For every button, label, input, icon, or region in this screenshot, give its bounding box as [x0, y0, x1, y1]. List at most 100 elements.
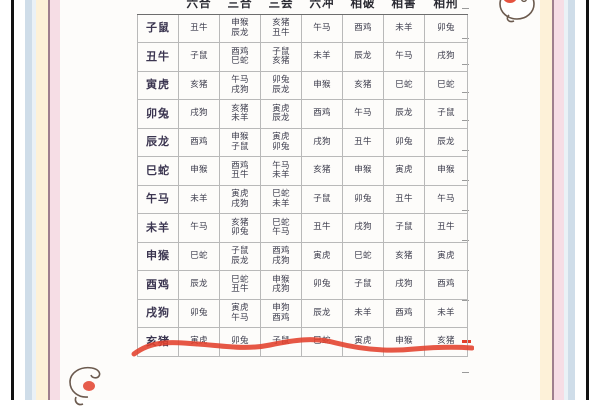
cell-value: 未羊: [231, 113, 249, 124]
cell-liuhe-9: 辰龙: [178, 270, 220, 300]
column-header-xiangpo: 相破: [342, 0, 384, 15]
cell-value: 寅虎: [272, 103, 290, 114]
column-header-xianghai: 相害: [383, 0, 425, 15]
cell-liuhe-11: 寅虎: [178, 327, 220, 357]
cell-liuchong-5: 亥猪: [301, 156, 343, 186]
cell-value: 寅虎: [272, 132, 290, 143]
cell-value: 戌狗: [231, 198, 249, 209]
cell-value: 卯兔: [272, 75, 290, 86]
row-header-9: 酉鸡: [137, 270, 179, 300]
cell-value: 辰龙: [395, 108, 413, 119]
cell-xianghai-1: 午马: [383, 42, 425, 72]
cell-sanhui-8: 酉鸡 戌狗: [260, 241, 302, 272]
cell-value: 辰龙: [231, 27, 249, 38]
cell-value: 戌狗: [354, 222, 372, 233]
cell-value: 卯兔: [190, 307, 208, 318]
cell-value: 未羊: [437, 307, 455, 318]
cell-xiangpo-2: 亥猪: [342, 70, 384, 101]
cell-xianghai-10: 酉鸡: [383, 298, 425, 329]
cell-xianghai-0: 未羊: [383, 13, 425, 44]
cell-value: 辰龙: [437, 136, 455, 147]
cell-liuchong-0: 午马: [301, 13, 343, 44]
cell-value: 申狗: [272, 303, 290, 314]
cell-value: 卯兔: [437, 22, 455, 33]
stripe-mauve: [48, 0, 50, 400]
row-header-7: 未羊: [137, 213, 179, 243]
cell-liuchong-1: 未羊: [301, 42, 343, 72]
cell-liuhe-5: 申猴: [178, 156, 220, 186]
cell-value: 酉鸡: [231, 160, 249, 171]
cell-value: 午马: [272, 160, 290, 171]
cell-value: 午马: [437, 193, 455, 204]
cell-value: 丑牛: [437, 222, 455, 233]
cell-sanhui-10: 申狗 酉鸡: [260, 298, 302, 329]
cell-value: 子鼠: [272, 46, 290, 57]
cell-value: 子鼠: [354, 279, 372, 290]
cell-sanhe-6: 寅虎 戌狗: [219, 184, 261, 215]
cell-value: 戌狗: [272, 255, 290, 266]
cell-xiangpo-10: 未羊: [342, 298, 384, 329]
cell-value: 午马: [231, 75, 249, 86]
row-header-2: 寅虎: [137, 70, 179, 101]
stripe-pink-r: [554, 0, 564, 400]
cell-value: 寅虎: [395, 165, 413, 176]
cell-value: 申猴: [395, 336, 413, 347]
cell-value: 巳蛇: [231, 274, 249, 285]
cell-value: 卯兔: [272, 141, 290, 152]
cell-value: 午马: [354, 108, 372, 119]
cell-value: 巳蛇: [272, 217, 290, 228]
cell-value: 辰龙: [231, 255, 249, 266]
cell-xiangxing-7: 丑牛: [424, 213, 468, 243]
table-row: 卯兔 戌狗 亥猪 未羊 寅虎 辰龙 酉鸡 午马 辰龙 子鼠: [137, 99, 468, 129]
cell-value: 辰龙: [313, 307, 331, 318]
cell-value: 子鼠: [231, 141, 249, 152]
cell-value: 酉鸡: [272, 312, 290, 323]
cell-value: 戌狗: [231, 84, 249, 95]
cell-value: 戌狗: [395, 279, 413, 290]
cell-xianghai-7: 子鼠: [383, 213, 425, 243]
cell-sanhe-10: 寅虎 午马: [219, 298, 261, 329]
cell-xiangpo-8: 巳蛇: [342, 241, 384, 272]
cell-xianghai-9: 戌狗: [383, 270, 425, 300]
cell-xiangxing-4: 辰龙: [424, 127, 468, 158]
row-header-4: 辰龙: [137, 127, 179, 158]
table-row: 酉鸡 辰龙 巳蛇 丑牛 申猴 戌狗 卯兔 子鼠 戌狗 酉鸡: [137, 270, 468, 300]
cartoon-face-doodle-icon-2: [499, 0, 535, 23]
stripe-white-r: [589, 0, 600, 400]
zodiac-relationship-table: 六合 三合 三会 六冲 相破 相害 相刑 子鼠 丑牛 申猴 辰龙 亥猪 丑牛 午马 酉鸡 未羊卯…: [137, 0, 468, 357]
cell-value: 辰龙: [190, 279, 208, 290]
cell-sanhe-8: 子鼠 辰龙: [219, 241, 261, 272]
cell-sanhui-3: 寅虎 辰龙: [260, 99, 302, 129]
table-body: 子鼠 丑牛 申猴 辰龙 亥猪 丑牛 午马 酉鸡 未羊 卯兔 丑牛 子鼠 酉鸡 巳蛇 子鼠 亥猪 未羊 辰龙 午马 戌狗…: [137, 13, 468, 357]
cell-xiangpo-9: 子鼠: [342, 270, 384, 300]
cell-xiangxing-8: 寅虎: [424, 241, 468, 272]
column-header-liuchong: 六冲: [301, 0, 343, 15]
row-header-1: 丑牛: [137, 42, 179, 72]
table-row: 未羊 午马 亥猪 卯兔 巳蛇 午马 丑牛 戌狗 子鼠 丑牛: [137, 213, 468, 243]
cell-value: 戌狗: [190, 108, 208, 119]
cell-liuhe-4: 酉鸡: [178, 127, 220, 158]
cell-value: 亥猪: [272, 18, 290, 29]
cell-value: 未羊: [395, 22, 413, 33]
cell-sanhe-3: 亥猪 未羊: [219, 99, 261, 129]
row-header-8: 申猴: [137, 241, 179, 272]
cell-value: 亥猪: [395, 250, 413, 261]
cell-value: 酉鸡: [272, 246, 290, 257]
cell-liuhe-0: 丑牛: [178, 13, 220, 44]
cell-xianghai-6: 丑牛: [383, 184, 425, 215]
cell-sanhe-4: 申猴 子鼠: [219, 127, 261, 158]
table-row: 丑牛 子鼠 酉鸡 巳蛇 子鼠 亥猪 未羊 辰龙 午马 戌狗: [137, 42, 468, 72]
cell-value: 酉鸡: [313, 108, 331, 119]
cell-value: 戌狗: [313, 136, 331, 147]
cell-xiangpo-1: 辰龙: [342, 42, 384, 72]
cell-value: 寅虎: [437, 250, 455, 261]
cell-xianghai-5: 寅虎: [383, 156, 425, 186]
cell-value: 酉鸡: [437, 279, 455, 290]
cell-value: 酉鸡: [354, 22, 372, 33]
cell-value: 亥猪: [437, 336, 455, 347]
cell-xiangxing-5: 申猴: [424, 156, 468, 186]
cell-value: 子鼠: [395, 222, 413, 233]
cell-xiangxing-2: 巳蛇: [424, 70, 468, 101]
table-row: 寅虎 亥猪 午马 戌狗 卯兔 辰龙 申猴 亥猪 巳蛇 巳蛇: [137, 70, 468, 101]
cell-value: 亥猪: [231, 217, 249, 228]
